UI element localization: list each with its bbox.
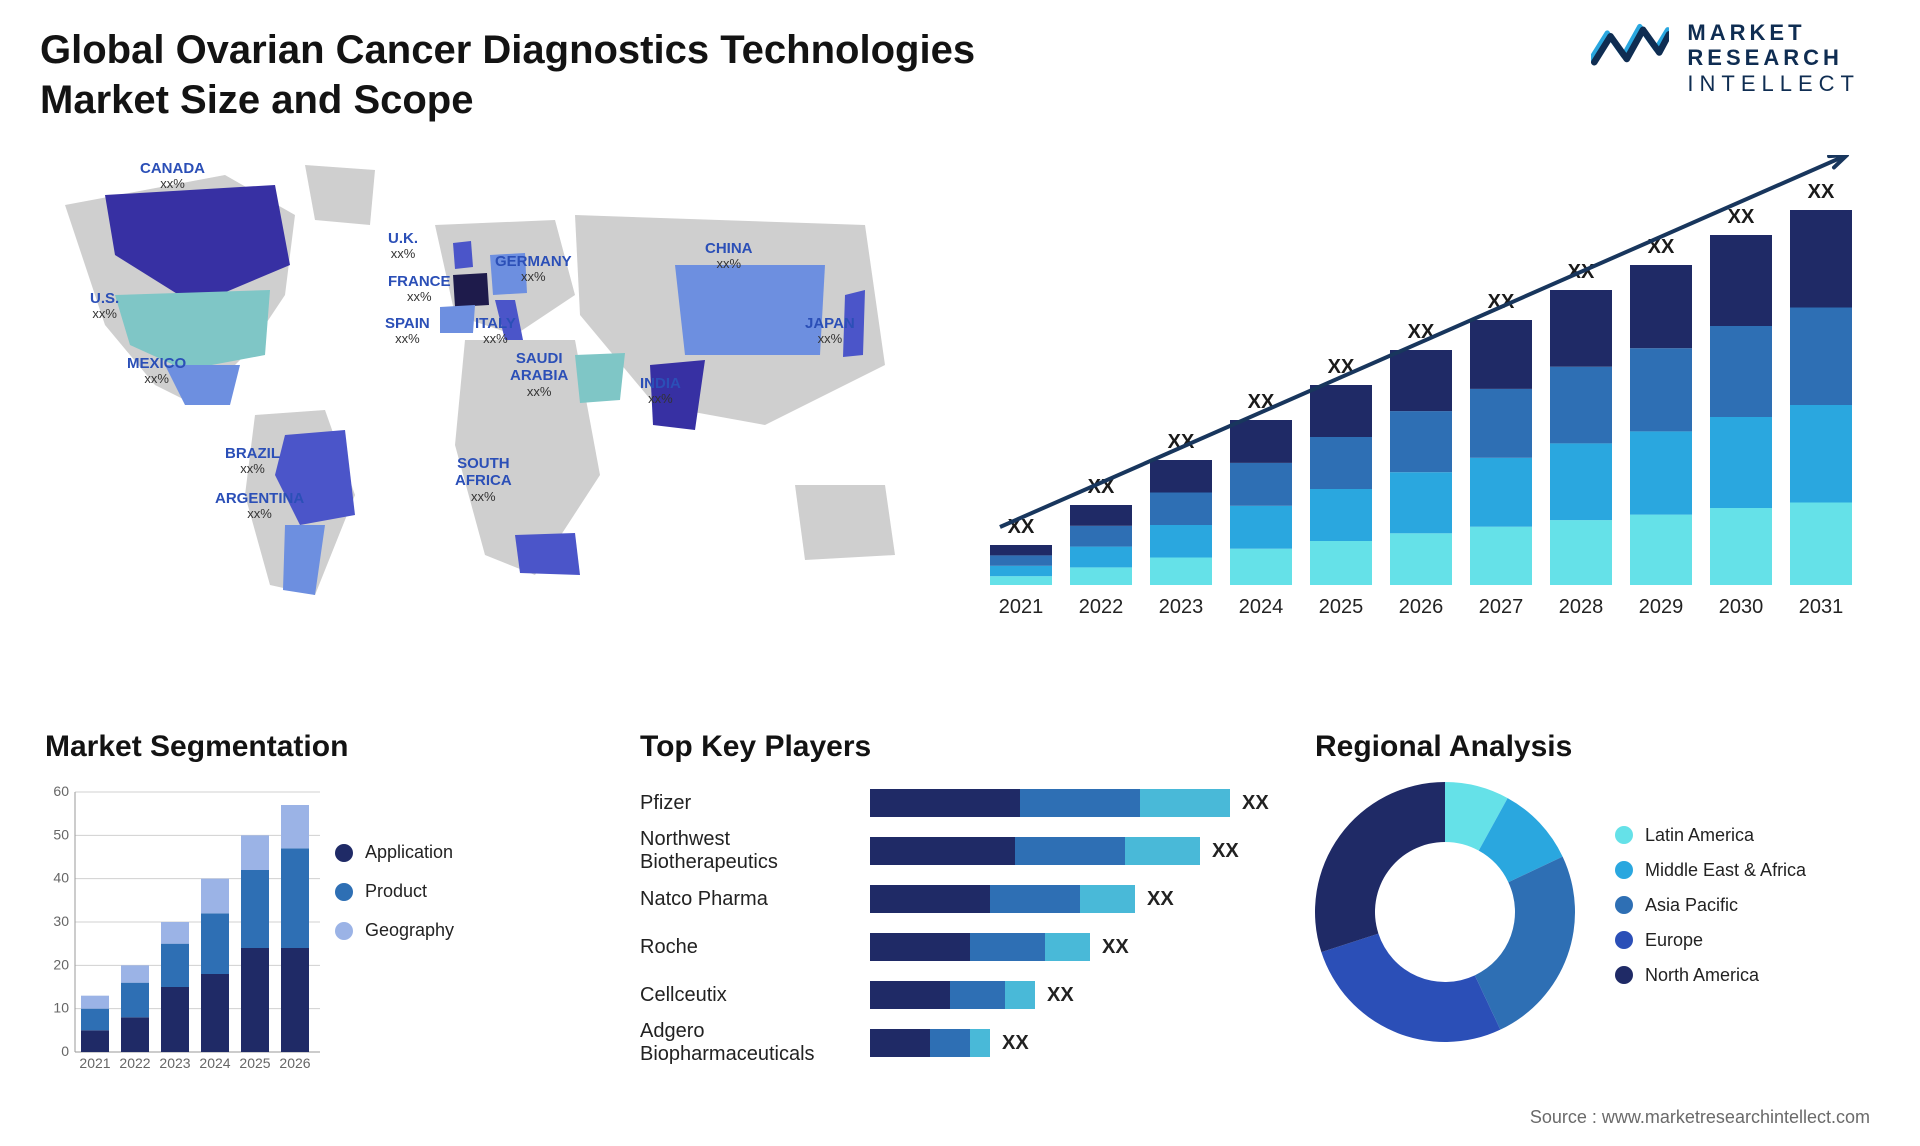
svg-text:20: 20	[53, 956, 69, 972]
map-label: ARGENTINAxx%	[215, 490, 304, 522]
player-name: Natco Pharma	[640, 888, 870, 911]
player-row: Adgero Biopharmaceuticals XX	[640, 1022, 1300, 1064]
svg-text:2025: 2025	[1319, 596, 1364, 618]
legend-item: Product	[335, 881, 454, 902]
player-name: Pfizer	[640, 792, 870, 815]
svg-text:2021: 2021	[79, 1055, 110, 1071]
player-bar	[870, 885, 1135, 913]
player-bar	[870, 837, 1200, 865]
legend-item: Application	[335, 842, 454, 863]
legend-item: Latin America	[1615, 825, 1806, 846]
svg-text:2025: 2025	[239, 1055, 270, 1071]
logo-line2: RESEARCH	[1687, 45, 1860, 70]
segmentation-title: Market Segmentation	[45, 730, 605, 764]
player-row: Northwest Biotherapeutics XX	[640, 830, 1300, 872]
players-title: Top Key Players	[640, 730, 1300, 764]
segmentation-chart: 0 10 20 30 40 50 60 2021 2022 2023 2024 2025 2026	[45, 782, 325, 1082]
svg-text:40: 40	[53, 870, 69, 886]
map-label: U.S.xx%	[90, 290, 119, 322]
svg-text:XX: XX	[1808, 181, 1835, 203]
svg-text:2022: 2022	[119, 1055, 150, 1071]
world-map: CANADAxx% U.S.xx% MEXICOxx% BRAZILxx% ARGENT…	[35, 155, 935, 655]
svg-text:0: 0	[61, 1043, 69, 1059]
player-value: XX	[1047, 984, 1074, 1007]
source-attribution: Source : www.marketresearchintellect.com	[1530, 1107, 1870, 1128]
svg-text:2021: 2021	[999, 596, 1044, 618]
map-label: CHINAxx%	[705, 240, 753, 272]
legend-item: Geography	[335, 920, 454, 941]
player-name: Northwest Biotherapeutics	[640, 828, 870, 874]
player-name: Adgero Biopharmaceuticals	[640, 1020, 870, 1066]
svg-text:2029: 2029	[1639, 596, 1684, 618]
regional-legend: Latin America Middle East & Africa Asia Pa…	[1615, 825, 1806, 1000]
player-value: XX	[1147, 888, 1174, 911]
svg-text:2023: 2023	[1159, 596, 1204, 618]
page-title: Global Ovarian Cancer Diagnostics Techno…	[40, 25, 1040, 125]
svg-text:2023: 2023	[159, 1055, 190, 1071]
map-label: ITALYxx%	[475, 315, 516, 347]
player-name: Cellceutix	[640, 984, 870, 1007]
svg-text:2027: 2027	[1479, 596, 1524, 618]
player-name: Roche	[640, 936, 870, 959]
legend-item: North America	[1615, 965, 1806, 986]
player-value: XX	[1212, 840, 1239, 863]
map-label: U.K.xx%	[388, 230, 418, 262]
market-growth-chart: XX2021XX2022XX2023XX2024XX2025XX2026XX20…	[970, 155, 1870, 645]
svg-text:2022: 2022	[1079, 596, 1124, 618]
legend-item: Middle East & Africa	[1615, 860, 1806, 881]
player-row: Pfizer XX	[640, 782, 1300, 824]
player-bar	[870, 933, 1090, 961]
player-value: XX	[1102, 936, 1129, 959]
svg-text:2024: 2024	[1239, 596, 1284, 618]
svg-text:2031: 2031	[1799, 596, 1844, 618]
player-row: Natco Pharma XX	[640, 878, 1300, 920]
svg-text:50: 50	[53, 826, 69, 842]
brand-logo: MARKET RESEARCH INTELLECT	[1591, 20, 1860, 96]
logo-mark-icon	[1591, 20, 1669, 66]
market-segmentation-section: Market Segmentation 0 10 20 30 40 50 60 2021 202…	[45, 730, 605, 1090]
svg-text:2028: 2028	[1559, 596, 1604, 618]
map-label: SAUDIARABIAxx%	[510, 350, 568, 399]
svg-text:XX: XX	[1728, 206, 1755, 228]
player-value: XX	[1002, 1032, 1029, 1055]
player-bar	[870, 789, 1230, 817]
logo-line1: MARKET	[1687, 20, 1860, 45]
svg-text:2026: 2026	[1399, 596, 1444, 618]
map-label: FRANCExx%	[388, 273, 451, 305]
segmentation-legend: Application Product Geography	[335, 842, 454, 959]
regional-donut-chart	[1315, 782, 1575, 1042]
map-label: MEXICOxx%	[127, 355, 186, 387]
top-key-players-section: Top Key Players PfizerXXNorthwest Biothe…	[640, 730, 1300, 1090]
players-rows: PfizerXXNorthwest BiotherapeuticsXXNatco…	[640, 782, 1300, 1064]
player-row: Roche XX	[640, 926, 1300, 968]
player-value: XX	[1242, 792, 1269, 815]
svg-text:30: 30	[53, 913, 69, 929]
map-label: SOUTHAFRICAxx%	[455, 455, 512, 504]
legend-item: Europe	[1615, 930, 1806, 951]
logo-line3: INTELLECT	[1687, 71, 1860, 96]
player-bar	[870, 1029, 990, 1057]
svg-text:60: 60	[53, 783, 69, 799]
map-label: GERMANYxx%	[495, 253, 572, 285]
svg-text:2030: 2030	[1719, 596, 1764, 618]
map-label: JAPANxx%	[805, 315, 855, 347]
svg-text:2026: 2026	[279, 1055, 310, 1071]
map-label: SPAINxx%	[385, 315, 430, 347]
player-bar	[870, 981, 1035, 1009]
map-label: INDIAxx%	[640, 375, 681, 407]
svg-text:10: 10	[53, 1000, 69, 1016]
regional-analysis-section: Regional Analysis Latin America Middle Ea…	[1315, 730, 1875, 1090]
regional-title: Regional Analysis	[1315, 730, 1875, 764]
player-row: Cellceutix XX	[640, 974, 1300, 1016]
map-label: BRAZILxx%	[225, 445, 280, 477]
map-label: CANADAxx%	[140, 160, 205, 192]
legend-item: Asia Pacific	[1615, 895, 1806, 916]
world-map-svg	[35, 155, 935, 655]
svg-text:2024: 2024	[199, 1055, 230, 1071]
